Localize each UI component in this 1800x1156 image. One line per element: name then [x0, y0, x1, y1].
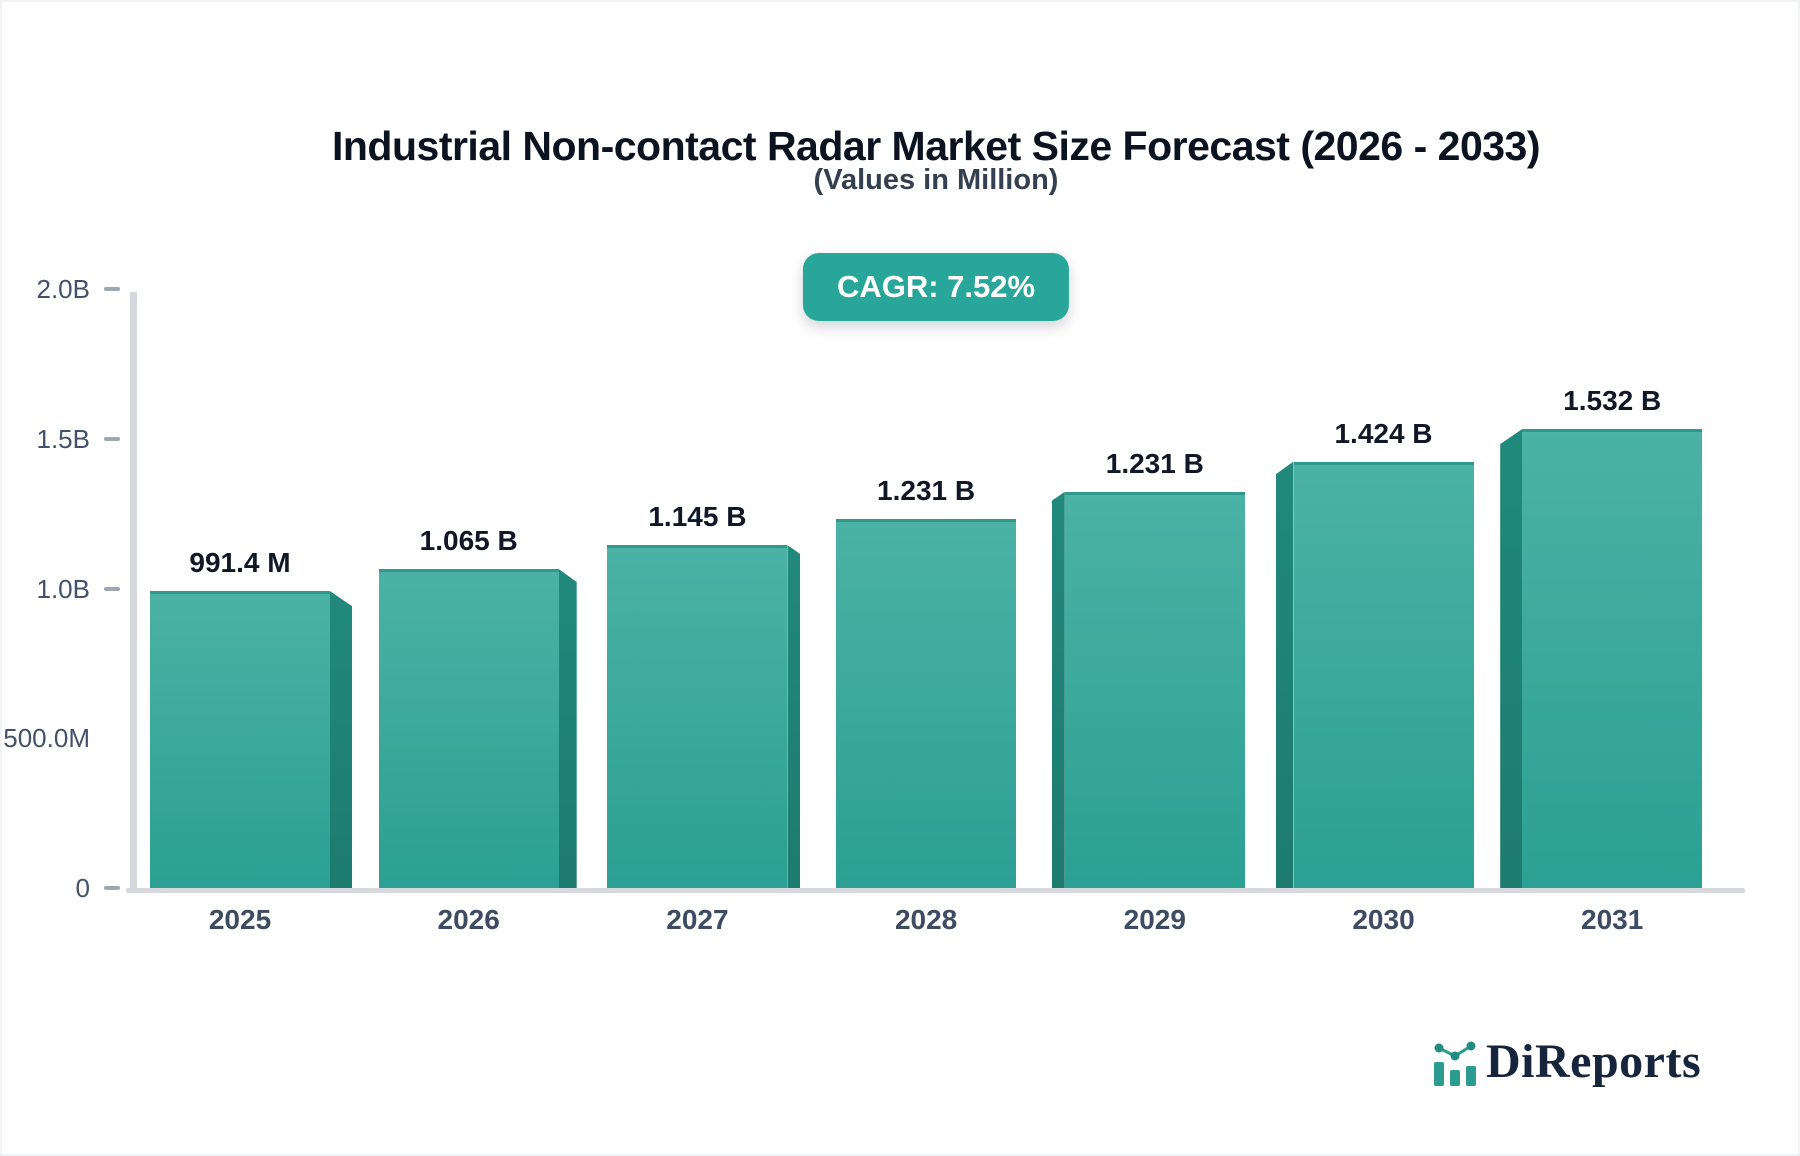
bar-value-label-2027: 1.145 B: [648, 501, 747, 533]
bar-value-label-2029: 1.231 B: [1105, 447, 1204, 479]
brand-name: DiReports: [1486, 1035, 1702, 1088]
x-label-2025: 2025: [208, 904, 272, 935]
y-tick-label: 500.0M: [3, 723, 90, 754]
brand-logo: DiReports: [1432, 1036, 1701, 1086]
y-tick-dash: [104, 886, 120, 890]
bar-value-label-2031: 1.532 B: [1563, 385, 1662, 417]
bar-side-face-2030: [1275, 461, 1294, 888]
bar-side-face-2025: [330, 591, 352, 888]
bar-side-face-2026: [558, 569, 577, 888]
bar-side-face-2029: [1051, 491, 1065, 888]
x-label-2029: 2029: [1123, 904, 1186, 935]
y-tick-label: 0: [75, 873, 90, 903]
bar-2025: [150, 591, 330, 888]
bar-side-face-2027: [787, 545, 801, 888]
bar-2031: [1522, 429, 1703, 888]
bar-side-face-2031: [1500, 429, 1523, 888]
bar-line-chart-icon: [1434, 1041, 1476, 1086]
x-label-2026: 2026: [437, 904, 500, 935]
y-axis-line: [130, 292, 137, 893]
bar-2029: [1064, 491, 1245, 888]
page-title: Industrial Non-contact Radar Market Size…: [331, 123, 1541, 170]
page-subtitle: (Values in Million): [813, 164, 1059, 196]
bar-2028: [836, 519, 1017, 888]
bar-value-label-2030: 1.424 B: [1334, 417, 1433, 449]
x-label-2028: 2028: [894, 904, 958, 935]
x-label-2027: 2027: [666, 904, 729, 935]
y-tick-label: 1.5B: [36, 423, 91, 454]
bar-value-label-2028: 1.231 B: [877, 475, 976, 507]
bar-2030: [1293, 461, 1474, 888]
y-tick-label: 1.0B: [36, 573, 91, 604]
y-tick-dash: [104, 586, 120, 591]
x-label-2030: 2030: [1352, 904, 1415, 935]
y-tick-dash: [104, 287, 120, 291]
bar-value-label-2025: 991.4 M: [189, 547, 291, 579]
x-label-2031: 2031: [1581, 904, 1644, 935]
cagr-badge: CAGR: 7.52%: [802, 253, 1070, 321]
y-tick-dash: [104, 436, 120, 441]
y-tick-label: 2.0B: [36, 274, 91, 304]
x-axis-line: [126, 888, 1745, 893]
bar-2026: [378, 569, 559, 888]
bar-value-label-2026: 1.065 B: [419, 525, 518, 557]
bar-2027: [607, 545, 788, 888]
